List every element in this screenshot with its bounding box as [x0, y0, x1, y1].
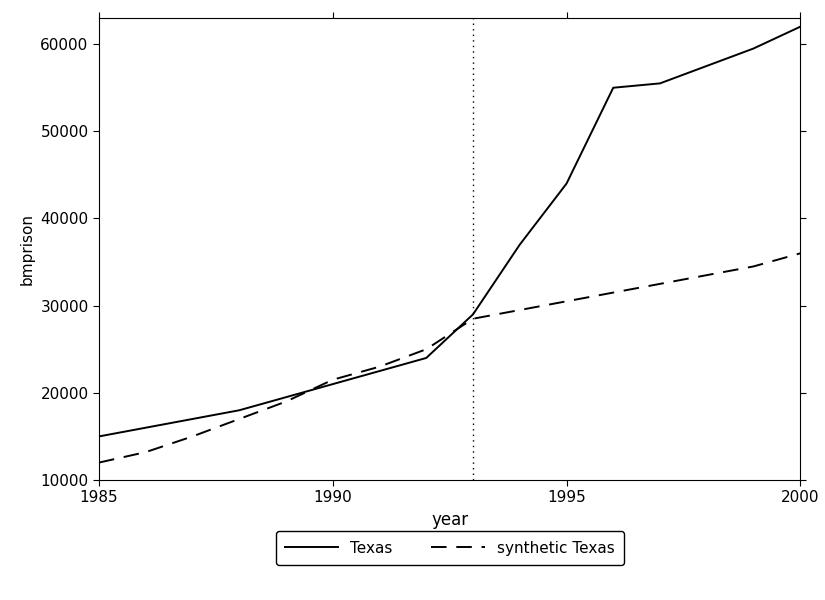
Texas	[562, 180, 572, 187]
synthetic Texas	[795, 250, 805, 257]
synthetic Texas	[608, 289, 618, 296]
Texas	[702, 62, 712, 70]
synthetic Texas	[515, 307, 525, 314]
Legend: Texas, synthetic Texas: Texas, synthetic Texas	[276, 532, 624, 565]
synthetic Texas	[422, 346, 431, 353]
Texas	[515, 241, 525, 248]
synthetic Texas	[655, 280, 665, 287]
synthetic Texas	[234, 415, 244, 422]
Texas	[422, 355, 431, 362]
Texas	[141, 424, 151, 431]
synthetic Texas	[562, 298, 572, 305]
Texas	[375, 367, 384, 374]
synthetic Texas	[468, 315, 478, 322]
synthetic Texas	[141, 449, 151, 456]
synthetic Texas	[748, 263, 758, 270]
Texas	[187, 415, 197, 422]
synthetic Texas	[187, 433, 197, 440]
X-axis label: year: year	[431, 511, 469, 529]
Texas	[655, 80, 665, 87]
synthetic Texas	[702, 272, 712, 279]
Texas	[281, 394, 291, 401]
Line: synthetic Texas: synthetic Texas	[99, 253, 800, 463]
synthetic Texas	[94, 459, 104, 466]
Line: Texas: Texas	[99, 27, 800, 436]
Texas	[795, 23, 805, 31]
Y-axis label: bmprison: bmprison	[20, 213, 35, 285]
Texas	[234, 407, 244, 414]
synthetic Texas	[375, 363, 384, 370]
synthetic Texas	[328, 376, 337, 383]
Texas	[468, 311, 478, 318]
synthetic Texas	[281, 398, 291, 405]
Texas	[608, 84, 618, 91]
Texas	[94, 433, 104, 440]
Texas	[328, 380, 337, 388]
Texas	[748, 45, 758, 52]
